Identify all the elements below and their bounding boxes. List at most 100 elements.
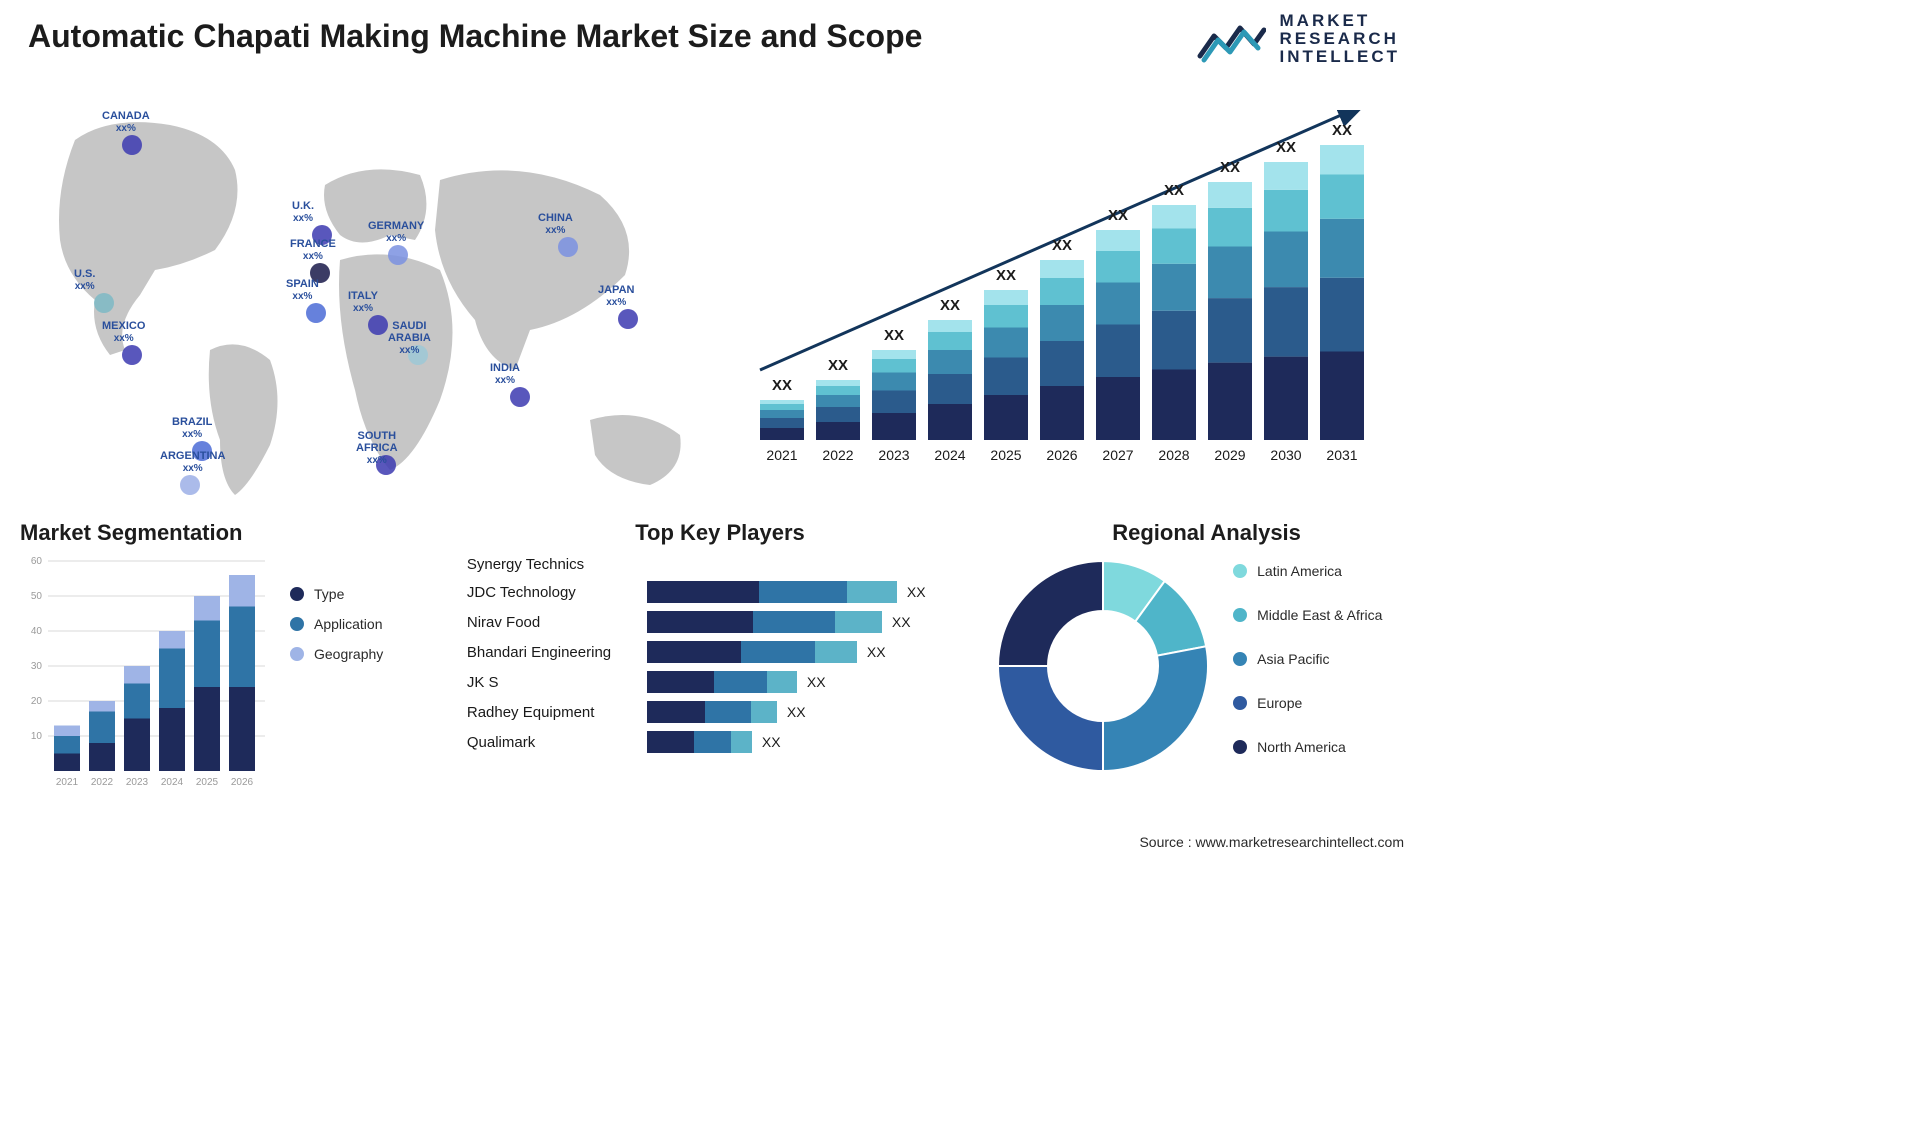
legend-item: Geography [290,646,383,662]
svg-text:XX: XX [1276,139,1296,156]
player-row: JDC Technology XX [467,581,973,603]
player-row: Synergy Technics [467,556,973,573]
legend-dot [290,647,304,661]
player-name: Bhandari Engineering [467,644,637,661]
player-value: XX [807,674,826,690]
players-panel: Top Key Players Synergy Technics JDC Tech… [467,520,973,796]
player-bar [647,581,897,603]
legend-item: North America [1233,739,1382,755]
player-name: Synergy Technics [467,556,637,573]
svg-text:10: 10 [31,731,43,742]
legend-dot [1233,652,1247,666]
map-label: CHINAxx% [538,212,573,236]
svg-text:XX: XX [1164,182,1184,199]
regional-panel: Regional Analysis Latin America Middle Ea… [993,520,1420,796]
player-bar [647,701,777,723]
map-label: SPAINxx% [286,278,319,302]
growth-chart-svg: 2021202220232024202520262027202820292030… [740,110,1400,470]
svg-text:2026: 2026 [1046,447,1077,463]
svg-text:30: 30 [31,661,43,672]
svg-text:2023: 2023 [126,777,149,788]
svg-text:2024: 2024 [934,447,965,463]
player-row: QualimarkXX [467,731,973,753]
legend-label: Type [314,586,344,602]
svg-text:50: 50 [31,591,43,602]
segmentation-title: Market Segmentation [20,520,447,546]
svg-text:XX: XX [828,357,848,374]
logo-mark [1196,14,1266,64]
svg-text:XX: XX [884,327,904,344]
map-label: ITALYxx% [348,290,378,314]
legend-label: Latin America [1257,563,1342,579]
world-map: CANADAxx%U.S.xx%MEXICOxx%BRAZILxx%ARGENT… [20,100,720,510]
legend-item: Europe [1233,695,1382,711]
player-name: Qualimark [467,734,637,751]
map-label: ARGENTINAxx% [160,450,225,474]
legend-label: Geography [314,646,383,662]
svg-text:2022: 2022 [822,447,853,463]
legend-dot [290,617,304,631]
svg-text:2021: 2021 [56,777,79,788]
svg-text:2025: 2025 [196,777,219,788]
growth-chart: 2021202220232024202520262027202820292030… [740,110,1400,470]
legend-item: Type [290,586,383,602]
svg-text:XX: XX [996,267,1016,284]
svg-text:2030: 2030 [1270,447,1301,463]
legend-label: Middle East & Africa [1257,607,1382,623]
player-bar [647,641,857,663]
map-label: MEXICOxx% [102,320,145,344]
svg-text:2025: 2025 [990,447,1021,463]
player-row: JK S XX [467,671,973,693]
regional-title: Regional Analysis [993,520,1420,546]
legend-dot [1233,696,1247,710]
segmentation-panel: Market Segmentation 102030405060 2021202… [20,520,447,796]
svg-text:XX: XX [1108,207,1128,224]
player-name: Nirav Food [467,614,637,631]
legend-item: Asia Pacific [1233,651,1382,667]
svg-text:2027: 2027 [1102,447,1133,463]
player-name: Radhey Equipment [467,704,637,721]
player-bar [647,611,882,633]
player-row: Bhandari Engineering XX [467,641,973,663]
player-bar [647,671,797,693]
svg-text:2024: 2024 [161,777,184,788]
svg-text:2021: 2021 [766,447,797,463]
players-title: Top Key Players [467,520,973,546]
segmentation-chart: 102030405060 202120222023202420252026 [20,556,270,796]
legend-item: Application [290,616,383,632]
map-label: INDIAxx% [490,362,520,386]
brand-logo: MARKET RESEARCH INTELLECT [1196,12,1401,66]
svg-text:2029: 2029 [1214,447,1245,463]
logo-text: MARKET RESEARCH INTELLECT [1280,12,1401,66]
player-name: JDC Technology [467,584,637,601]
player-bar [647,731,752,753]
svg-text:XX: XX [1332,122,1352,139]
player-value: XX [907,584,926,600]
segmentation-legend: Type Application Geography [290,586,383,796]
players-list: Synergy Technics JDC Technology XX Nirav Fo… [467,556,973,753]
map-label: BRAZILxx% [172,416,212,440]
player-value: XX [867,644,886,660]
legend-item: Latin America [1233,563,1382,579]
map-label: JAPANxx% [598,284,634,308]
logo-line-2: RESEARCH [1280,30,1401,48]
svg-text:2023: 2023 [878,447,909,463]
regional-donut [993,556,1213,776]
player-value: XX [787,704,806,720]
legend-dot [1233,564,1247,578]
svg-text:XX: XX [772,377,792,394]
legend-dot [1233,740,1247,754]
svg-text:2031: 2031 [1326,447,1357,463]
legend-label: Application [314,616,383,632]
svg-text:40: 40 [31,626,43,637]
svg-text:2026: 2026 [231,777,254,788]
svg-text:XX: XX [940,297,960,314]
source-text: Source : www.marketresearchintellect.com [1139,834,1404,850]
map-label: SAUDIARABIAxx% [388,320,431,356]
player-name: JK S [467,674,637,691]
svg-text:XX: XX [1052,237,1072,254]
legend-label: Asia Pacific [1257,651,1329,667]
svg-text:60: 60 [31,556,43,567]
page-title: Automatic Chapati Making Machine Market … [28,18,922,55]
svg-text:2022: 2022 [91,777,114,788]
